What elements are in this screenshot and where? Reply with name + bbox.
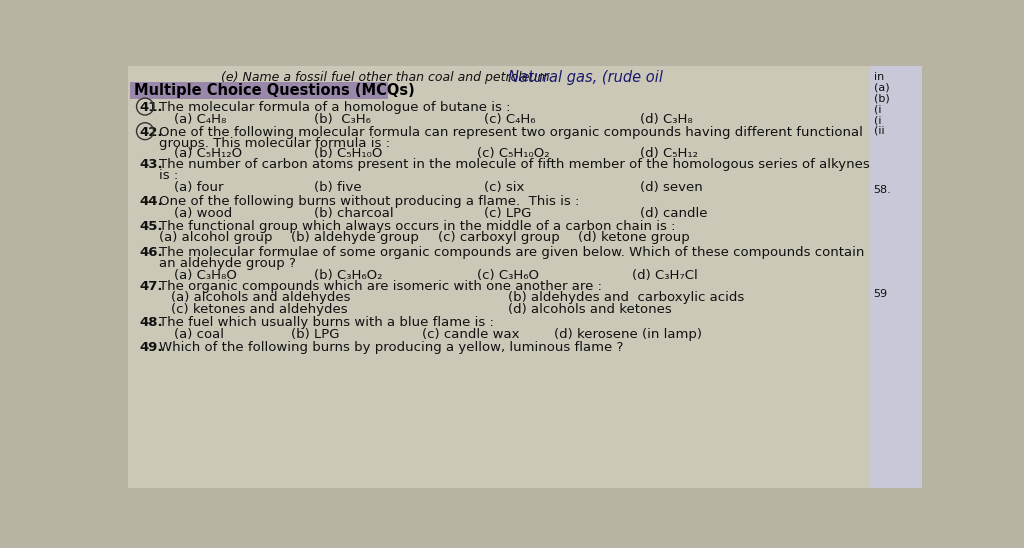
- Text: (d) C₅H₁₂: (d) C₅H₁₂: [640, 147, 697, 161]
- Text: (c) six: (c) six: [484, 181, 525, 194]
- Text: (a) alcohol group: (a) alcohol group: [159, 231, 272, 244]
- Text: (d) ketone group: (d) ketone group: [578, 231, 689, 244]
- Text: (b) C₃H₆O₂: (b) C₃H₆O₂: [314, 269, 383, 282]
- FancyBboxPatch shape: [128, 66, 870, 488]
- Text: (a) alcohols and aldehydes: (a) alcohols and aldehydes: [171, 292, 350, 304]
- Text: (b)  C₃H₆: (b) C₃H₆: [314, 113, 371, 125]
- Text: is :: is :: [159, 169, 178, 182]
- Text: The number of carbon atoms present in the molecule of fifth member of the homolo: The number of carbon atoms present in th…: [159, 158, 869, 171]
- Text: (b) LPG: (b) LPG: [291, 328, 339, 340]
- Text: 59: 59: [873, 289, 888, 299]
- Text: Natural gas, (rude oil: Natural gas, (rude oil: [508, 70, 663, 84]
- Text: 47.: 47.: [139, 280, 163, 293]
- Text: (b) five: (b) five: [314, 181, 361, 194]
- Text: (c) LPG: (c) LPG: [484, 207, 531, 220]
- Text: Multiple Choice Questions (MCQs): Multiple Choice Questions (MCQs): [134, 83, 415, 99]
- Text: The molecular formula of a homologue of butane is :: The molecular formula of a homologue of …: [159, 101, 511, 114]
- Text: (d) C₃H₈: (d) C₃H₈: [640, 113, 692, 125]
- Text: The organic compounds which are isomeric with one another are :: The organic compounds which are isomeric…: [159, 280, 602, 293]
- Text: The functional group which always occurs in the middle of a carbon chain is :: The functional group which always occurs…: [159, 220, 676, 233]
- Text: 46.: 46.: [139, 246, 163, 259]
- Text: (a) wood: (a) wood: [174, 207, 232, 220]
- Text: (e) Name a fossil fuel other than coal and petroleum.: (e) Name a fossil fuel other than coal a…: [221, 71, 554, 84]
- Text: (a) C₄H₈: (a) C₄H₈: [174, 113, 227, 125]
- Text: (b) charcoal: (b) charcoal: [314, 207, 393, 220]
- Text: (a) four: (a) four: [174, 181, 224, 194]
- Text: (c) candle wax: (c) candle wax: [423, 328, 520, 340]
- Text: (a) C₃H₈O: (a) C₃H₈O: [174, 269, 238, 282]
- Text: (d) kerosene (in lamp): (d) kerosene (in lamp): [554, 328, 702, 340]
- Text: (b) aldehyde group: (b) aldehyde group: [291, 231, 419, 244]
- Text: (a) coal: (a) coal: [174, 328, 224, 340]
- Text: 49.: 49.: [139, 341, 163, 355]
- Text: 45.: 45.: [139, 220, 163, 233]
- Text: (b) aldehydes and  carboxylic acids: (b) aldehydes and carboxylic acids: [508, 292, 744, 304]
- Text: in: in: [873, 72, 884, 82]
- Text: The molecular formulae of some organic compounds are given below. Which of these: The molecular formulae of some organic c…: [159, 246, 864, 259]
- FancyBboxPatch shape: [870, 66, 922, 488]
- Text: (c) ketones and aldehydes: (c) ketones and aldehydes: [171, 303, 347, 316]
- Text: (d) seven: (d) seven: [640, 181, 702, 194]
- Text: (c) C₃H₆O: (c) C₃H₆O: [477, 269, 539, 282]
- Text: (b) C₅H₁₀O: (b) C₅H₁₀O: [314, 147, 382, 161]
- Text: (c) C₄H₆: (c) C₄H₆: [484, 113, 536, 125]
- Text: The fuel which usually burns with a blue flame is :: The fuel which usually burns with a blue…: [159, 316, 494, 329]
- Text: (d) alcohols and ketones: (d) alcohols and ketones: [508, 303, 672, 316]
- Text: groups. This molecular formula is :: groups. This molecular formula is :: [159, 136, 390, 150]
- Text: 41.: 41.: [139, 101, 163, 114]
- Text: 58.: 58.: [873, 185, 891, 195]
- Text: an aldehyde group ?: an aldehyde group ?: [159, 256, 296, 270]
- Text: (ii: (ii: [873, 126, 884, 136]
- Text: (d) C₃H₇Cl: (d) C₃H₇Cl: [632, 269, 697, 282]
- Text: 43.: 43.: [139, 158, 163, 171]
- Text: Which of the following burns by producing a yellow, luminous flame ?: Which of the following burns by producin…: [159, 341, 624, 355]
- Text: One of the following burns without producing a flame.  This is :: One of the following burns without produ…: [159, 195, 580, 208]
- Text: 42.: 42.: [139, 126, 163, 139]
- Text: (b): (b): [873, 94, 889, 104]
- FancyBboxPatch shape: [130, 82, 388, 99]
- Text: 44.: 44.: [139, 195, 163, 208]
- Text: One of the following molecular formula can represent two organic compounds havin: One of the following molecular formula c…: [159, 126, 863, 139]
- Text: (a): (a): [873, 83, 889, 93]
- Text: (c) C₅H₁₀O₂: (c) C₅H₁₀O₂: [477, 147, 549, 161]
- Text: (d) candle: (d) candle: [640, 207, 707, 220]
- Text: (a) C₅H₁₂O: (a) C₅H₁₂O: [174, 147, 243, 161]
- Text: (i: (i: [873, 115, 881, 125]
- Text: (c) carboxyl group: (c) carboxyl group: [438, 231, 560, 244]
- Text: 48.: 48.: [139, 316, 163, 329]
- Text: (i: (i: [873, 104, 881, 115]
